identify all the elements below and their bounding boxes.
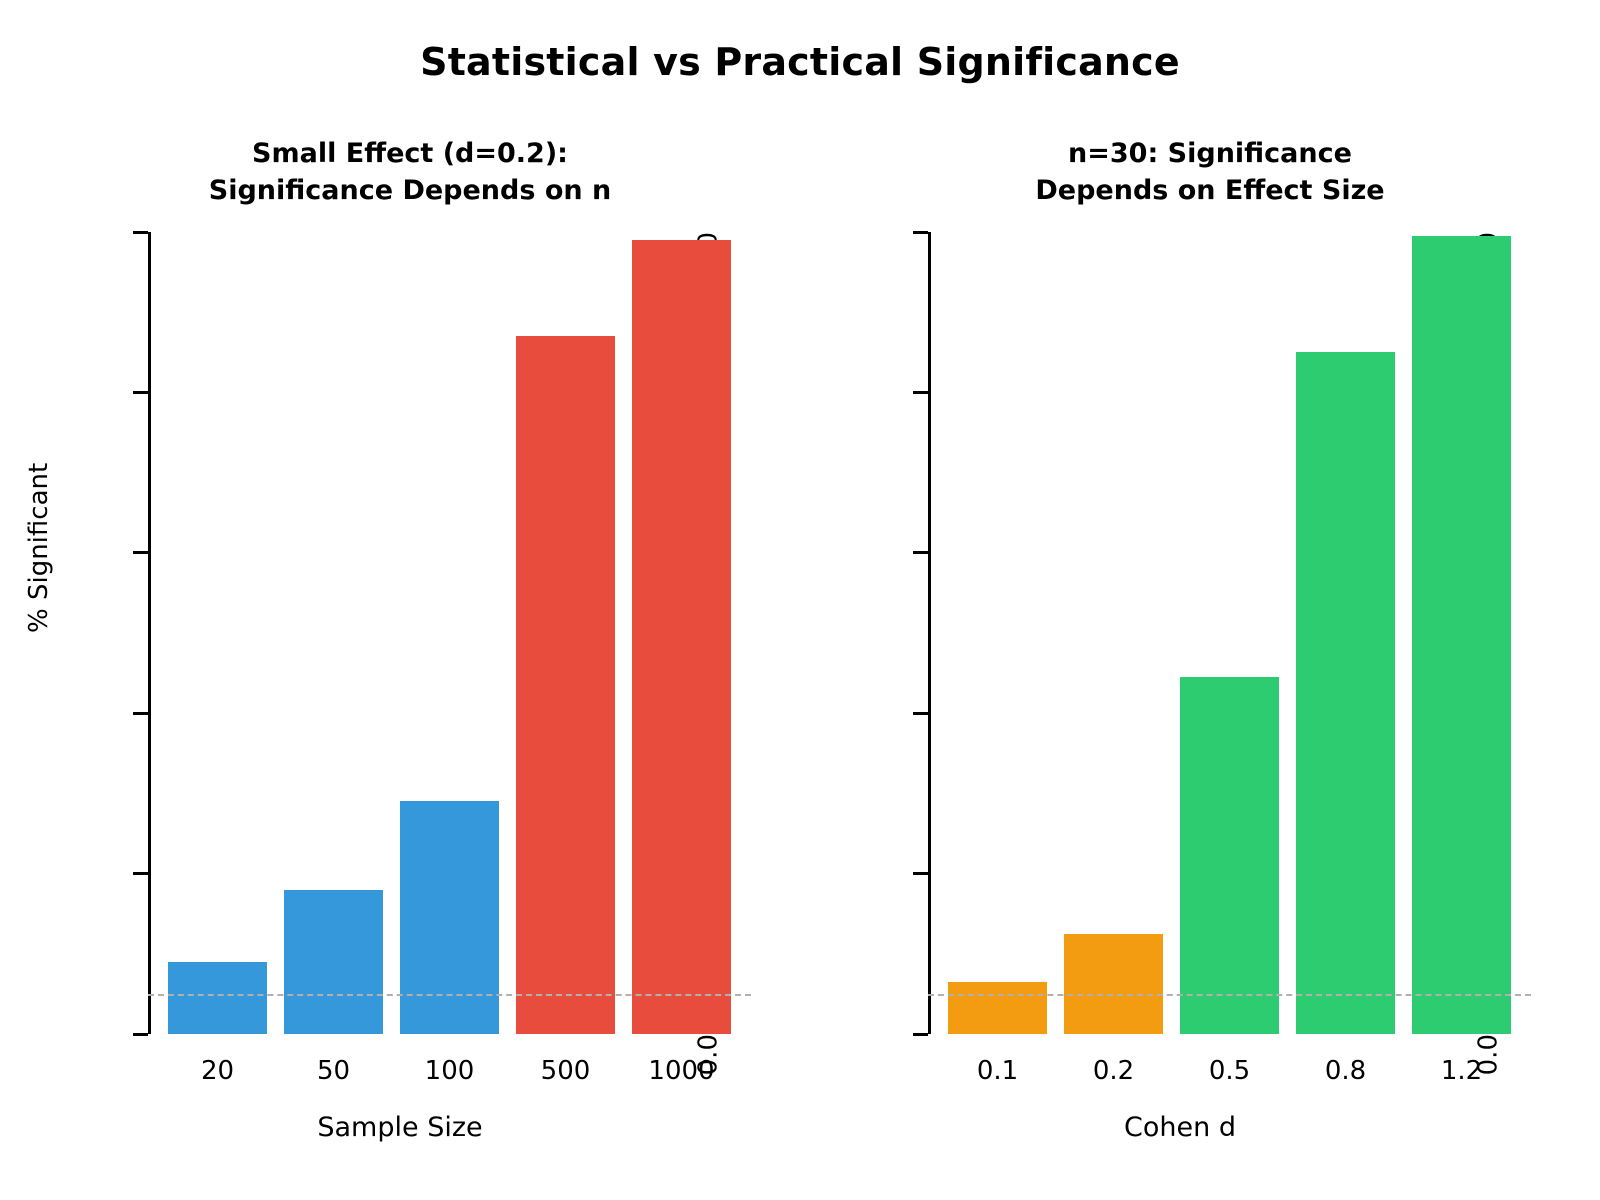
- bar[interactable]: [400, 801, 499, 1034]
- x-axis-tick-label: 20: [200, 1056, 235, 1086]
- bar[interactable]: [1296, 352, 1395, 1034]
- chart-panel-right: n=30: Significance Depends on Effect Siz…: [800, 0, 1600, 1200]
- chart-panel-left: Small Effect (d=0.2): Significance Depen…: [24, 135, 760, 1143]
- y-axis-tick: [913, 1032, 928, 1036]
- x-axis-tick-label: 0.8: [1324, 1056, 1367, 1086]
- panel-title-right: n=30: Significance Depends on Effect Siz…: [860, 135, 1560, 210]
- panel-title-right-line2: Depends on Effect Size: [1035, 175, 1385, 207]
- bar[interactable]: [1180, 677, 1279, 1034]
- x-axis-tick-label: 500: [540, 1056, 591, 1086]
- significance-threshold-line: [928, 993, 1531, 996]
- x-axis-tick-label: 100: [424, 1056, 475, 1086]
- x-axis-tick-label: 1.2: [1440, 1056, 1483, 1086]
- x-axis-tick-label: 1000: [648, 1056, 715, 1086]
- x-axis-tick-label: 0.2: [1092, 1056, 1135, 1086]
- x-axis-title-left: Sample Size: [317, 1112, 483, 1143]
- x-axis-tick-label: 0.5: [1208, 1056, 1251, 1086]
- y-axis-line-left: [148, 232, 151, 1034]
- plot-area-right: 0.00.20.40.60.81.0: [913, 230, 1531, 1075]
- y-axis-tick: [133, 711, 148, 715]
- y-axis-line-right: [928, 232, 931, 1034]
- y-axis-tick: [913, 872, 928, 876]
- bar[interactable]: [1064, 933, 1163, 1034]
- x-axis-tick-label: 0.1: [976, 1056, 1019, 1086]
- bar[interactable]: [632, 240, 731, 1034]
- panel-title-left: Small Effect (d=0.2): Significance Depen…: [60, 135, 760, 210]
- y-axis-title-left: % Significant: [24, 462, 54, 633]
- bar[interactable]: [1412, 236, 1511, 1034]
- bar[interactable]: [168, 961, 267, 1034]
- y-axis-tick: [133, 872, 148, 876]
- panel-title-left-line2: Significance Depends on n: [208, 175, 612, 207]
- y-axis-tick: [913, 711, 928, 715]
- significance-threshold-line: [148, 993, 751, 996]
- bar[interactable]: [948, 981, 1047, 1034]
- panel-title-left-line1: Small Effect (d=0.2):: [252, 138, 568, 169]
- x-axis-tick-label: 50: [316, 1056, 351, 1086]
- y-axis-tick: [133, 1032, 148, 1036]
- y-axis-tick: [913, 390, 928, 394]
- y-axis-tick: [133, 551, 148, 555]
- x-axis-title-right: Cohen d: [1124, 1112, 1236, 1143]
- y-axis-tick: [913, 230, 928, 234]
- y-axis-tick: [133, 230, 148, 234]
- plot-area-left: 0.00.20.40.60.81.0: [133, 230, 751, 1075]
- panel-title-right-line1: n=30: Significance: [1068, 138, 1352, 169]
- page-title: Statistical vs Practical Significance: [420, 40, 1180, 84]
- y-axis-tick: [913, 551, 928, 555]
- bar[interactable]: [284, 889, 383, 1034]
- bar[interactable]: [516, 336, 615, 1034]
- y-axis-tick: [133, 390, 148, 394]
